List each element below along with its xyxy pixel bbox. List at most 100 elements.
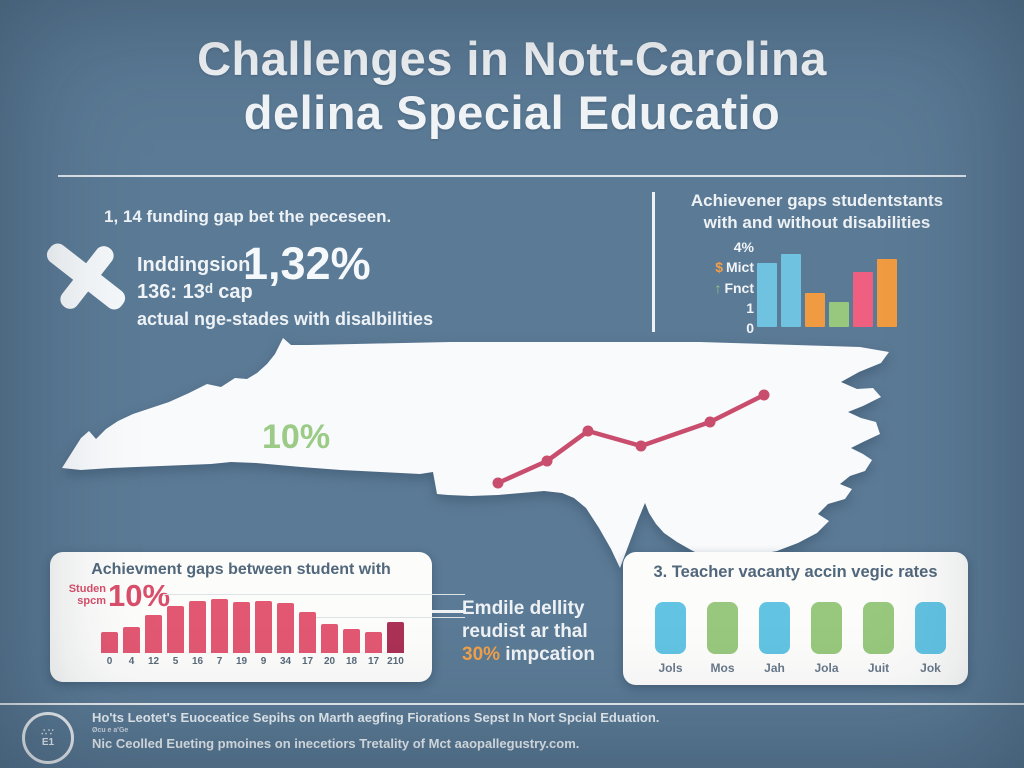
- bar-column: 19: [233, 552, 250, 668]
- vacancy-block: [811, 602, 842, 654]
- impact-line-1: Emdile dellity: [462, 598, 585, 619]
- x-axis-label: 17: [367, 656, 380, 667]
- bar: [321, 624, 338, 653]
- chart-big-percent: 10%: [108, 578, 171, 613]
- achievement-gaps-card: Achievment gaps between student with Stu…: [50, 552, 465, 682]
- bar: [781, 254, 801, 327]
- impact-value: 30%: [462, 644, 501, 666]
- month-label: Jok: [920, 661, 941, 675]
- x-axis-label: 18: [345, 656, 358, 667]
- impact-line-2: reudist ar thal: [462, 621, 588, 643]
- legend-percent: 4%: [733, 239, 754, 255]
- vacancy-column: Juit: [863, 602, 894, 675]
- bar-column: 210: [387, 552, 404, 668]
- achievement-bar-chart: [757, 250, 897, 327]
- bar-column: 5: [167, 552, 184, 668]
- vacancy-blocks-chart: Jols Mos Jah Jola Juit Jok: [655, 602, 946, 675]
- bar-column: 18: [343, 552, 360, 668]
- funding-label-2: 136: 13ᵈ cap: [137, 281, 253, 303]
- bar: [387, 622, 404, 653]
- impact-note: Emdile dellity reudist ar thal 30% impca…: [462, 597, 595, 667]
- legend-item-mict: $ Mict: [715, 259, 754, 276]
- seal-logo-icon: ∴∵ E1: [22, 712, 74, 764]
- gaps-bar-chart: 0 4 12 5 16 7 19 9 34 17 20 18 17 210: [101, 552, 404, 668]
- bar-column: 4: [123, 552, 140, 668]
- teacher-vacancy-card: 3. Teacher vacanty accin vegic rates Jol…: [623, 552, 968, 685]
- bar: [877, 259, 897, 327]
- bar: [365, 632, 382, 653]
- title-line-2: delina Special Educatio: [243, 85, 781, 139]
- achievement-title-line-1: Achievener gaps studentstants: [690, 191, 944, 210]
- data-point: [704, 416, 716, 428]
- bar: [123, 627, 140, 653]
- bar-column: 0: [101, 552, 118, 668]
- footer-line-1: Ho'ts Leotet's Euoceatice Sepihs on Mart…: [92, 710, 660, 725]
- bar: [805, 293, 825, 327]
- bar: [211, 599, 228, 653]
- achievement-chart-title: Achievener gaps studentstants with and w…: [664, 190, 970, 234]
- bar-column: 9: [255, 552, 272, 668]
- vacancy-column: Jah: [759, 602, 790, 675]
- vacancy-block: [759, 602, 790, 654]
- data-point: [492, 477, 504, 489]
- map-percentage-label: 10%: [262, 418, 331, 456]
- bar-column: 12: [145, 552, 162, 668]
- chart-side-label: Studen spcm: [68, 583, 106, 608]
- x-axis-label: 20: [323, 656, 336, 667]
- month-label: Jols: [658, 661, 683, 675]
- bar: [299, 612, 316, 653]
- bar: [757, 263, 777, 327]
- footer-line-2: Nic Ceolled Eueting pmoines on inecetior…: [92, 736, 580, 751]
- card-title: 3. Teacher vacanty accin vegic rates: [653, 563, 938, 581]
- funding-gap-heading: 1, 14 funding gap bet the peceseen.: [104, 207, 392, 226]
- vacancy-column: Jola: [811, 602, 842, 675]
- vacancy-block: [707, 602, 738, 654]
- state-silhouette: [62, 338, 889, 568]
- trend-line-chart: [492, 389, 770, 489]
- bar: [853, 272, 873, 327]
- impact-line-3: 30% impcation: [462, 644, 596, 666]
- footer-text: Ho'ts Leotet's Euoceatice Sepihs on Mart…: [92, 709, 659, 752]
- achievement-title-line-2: with and without disabilities: [703, 212, 931, 232]
- x-axis-label: 19: [235, 656, 248, 667]
- vacancy-column: Jok: [915, 602, 946, 675]
- bar: [277, 603, 294, 653]
- data-point: [582, 425, 594, 437]
- month-label: Mos: [710, 661, 735, 675]
- x-axis-label: 12: [147, 656, 160, 667]
- x-axis-label: 210: [387, 656, 404, 667]
- connector-line: [432, 610, 466, 613]
- bar-column: 34: [277, 552, 294, 668]
- dollar-icon: $: [715, 259, 723, 276]
- bar-column: 16: [189, 552, 206, 668]
- month-label: Jah: [764, 661, 785, 675]
- bar: [167, 606, 184, 653]
- funding-label-1: Inddingsion: [137, 254, 251, 276]
- x-axis-label: 34: [279, 656, 292, 667]
- bar: [255, 601, 272, 653]
- bar: [145, 615, 162, 653]
- data-point: [635, 440, 647, 452]
- bar: [101, 632, 118, 653]
- x-axis-label: 7: [216, 656, 223, 667]
- vacancy-block: [655, 602, 686, 654]
- bar-column: 17: [365, 552, 382, 668]
- vacancy-column: Mos: [707, 602, 738, 675]
- infographic-title: Challenges in Nott-Carolina delina Speci…: [0, 32, 1024, 139]
- bar: [343, 629, 360, 653]
- gridline: [308, 617, 465, 618]
- title-line-1: Challenges in Nott-Carolina: [197, 32, 827, 85]
- data-point: [541, 455, 553, 467]
- x-axis-label: 4: [128, 656, 135, 667]
- footer-tiny-line: Øcu e a'Ge: [92, 727, 129, 734]
- month-label: Juit: [867, 661, 890, 675]
- footer-divider: [0, 703, 1024, 705]
- funding-big-value: 1,32%: [243, 238, 371, 289]
- achievement-legend: 4% $ Mict ↑ Fnct 1 0: [662, 237, 754, 338]
- funding-subtext: actual nge-stades with disalbilities: [137, 309, 434, 329]
- title-divider: [58, 175, 966, 177]
- sprout-arrow-icon: ↑: [714, 279, 722, 296]
- month-label: Jola: [814, 661, 839, 675]
- bar: [233, 602, 250, 653]
